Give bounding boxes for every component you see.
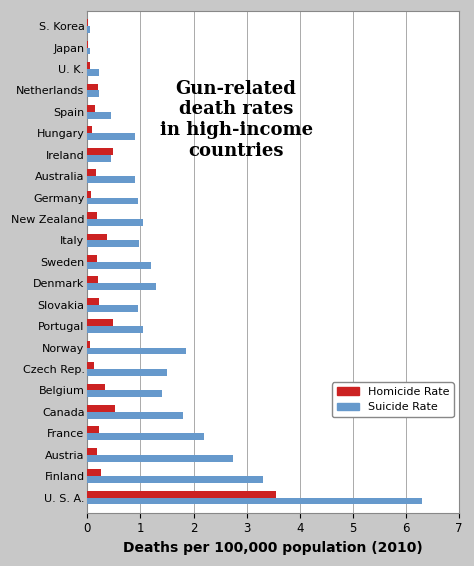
Bar: [87, 448, 97, 454]
Bar: [87, 434, 204, 440]
Text: Gun-related
death rates
in high-income
countries: Gun-related death rates in high-income c…: [160, 80, 313, 160]
Bar: [87, 191, 91, 198]
Bar: [87, 341, 90, 348]
Bar: [87, 84, 98, 91]
Bar: [87, 176, 135, 183]
Bar: [87, 169, 96, 176]
Bar: [87, 133, 135, 140]
Bar: [87, 91, 99, 97]
Bar: [87, 219, 143, 226]
Bar: [87, 491, 276, 498]
Bar: [87, 391, 162, 397]
Bar: [87, 112, 111, 119]
Bar: [87, 26, 90, 33]
Bar: [87, 105, 95, 112]
Bar: [87, 454, 233, 462]
Bar: [87, 362, 94, 369]
Bar: [87, 241, 139, 247]
Bar: [87, 155, 111, 161]
Bar: [87, 426, 99, 434]
Bar: [87, 298, 99, 305]
Bar: [87, 305, 138, 311]
Bar: [87, 69, 99, 76]
Bar: [87, 126, 92, 133]
Bar: [87, 262, 151, 269]
Bar: [87, 369, 167, 376]
Bar: [87, 319, 113, 326]
Bar: [87, 498, 422, 504]
Bar: [87, 148, 113, 155]
Bar: [87, 384, 105, 391]
Bar: [87, 62, 90, 69]
Bar: [87, 412, 183, 419]
Bar: [87, 48, 90, 54]
Bar: [87, 405, 115, 412]
Bar: [87, 476, 263, 483]
Bar: [87, 255, 98, 262]
Bar: [87, 284, 156, 290]
Bar: [87, 326, 143, 333]
Bar: [87, 212, 97, 219]
Bar: [87, 348, 186, 354]
Bar: [87, 234, 107, 241]
Legend: Homicide Rate, Suicide Rate: Homicide Rate, Suicide Rate: [332, 383, 454, 417]
Bar: [87, 276, 98, 284]
Bar: [87, 41, 88, 48]
X-axis label: Deaths per 100,000 population (2010): Deaths per 100,000 population (2010): [123, 541, 423, 555]
Bar: [87, 19, 88, 26]
Bar: [87, 198, 138, 204]
Bar: [87, 469, 101, 476]
